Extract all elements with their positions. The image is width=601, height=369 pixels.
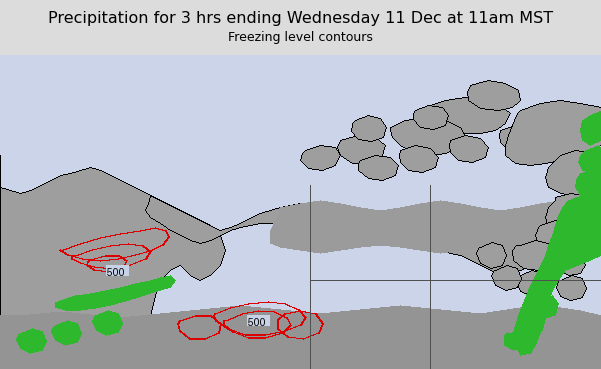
Text: Freezing level contours: Freezing level contours xyxy=(228,31,373,45)
Text: Precipitation for 3 hrs ending Wednesday 11 Dec at 11am MST: Precipitation for 3 hrs ending Wednesday… xyxy=(48,10,553,25)
